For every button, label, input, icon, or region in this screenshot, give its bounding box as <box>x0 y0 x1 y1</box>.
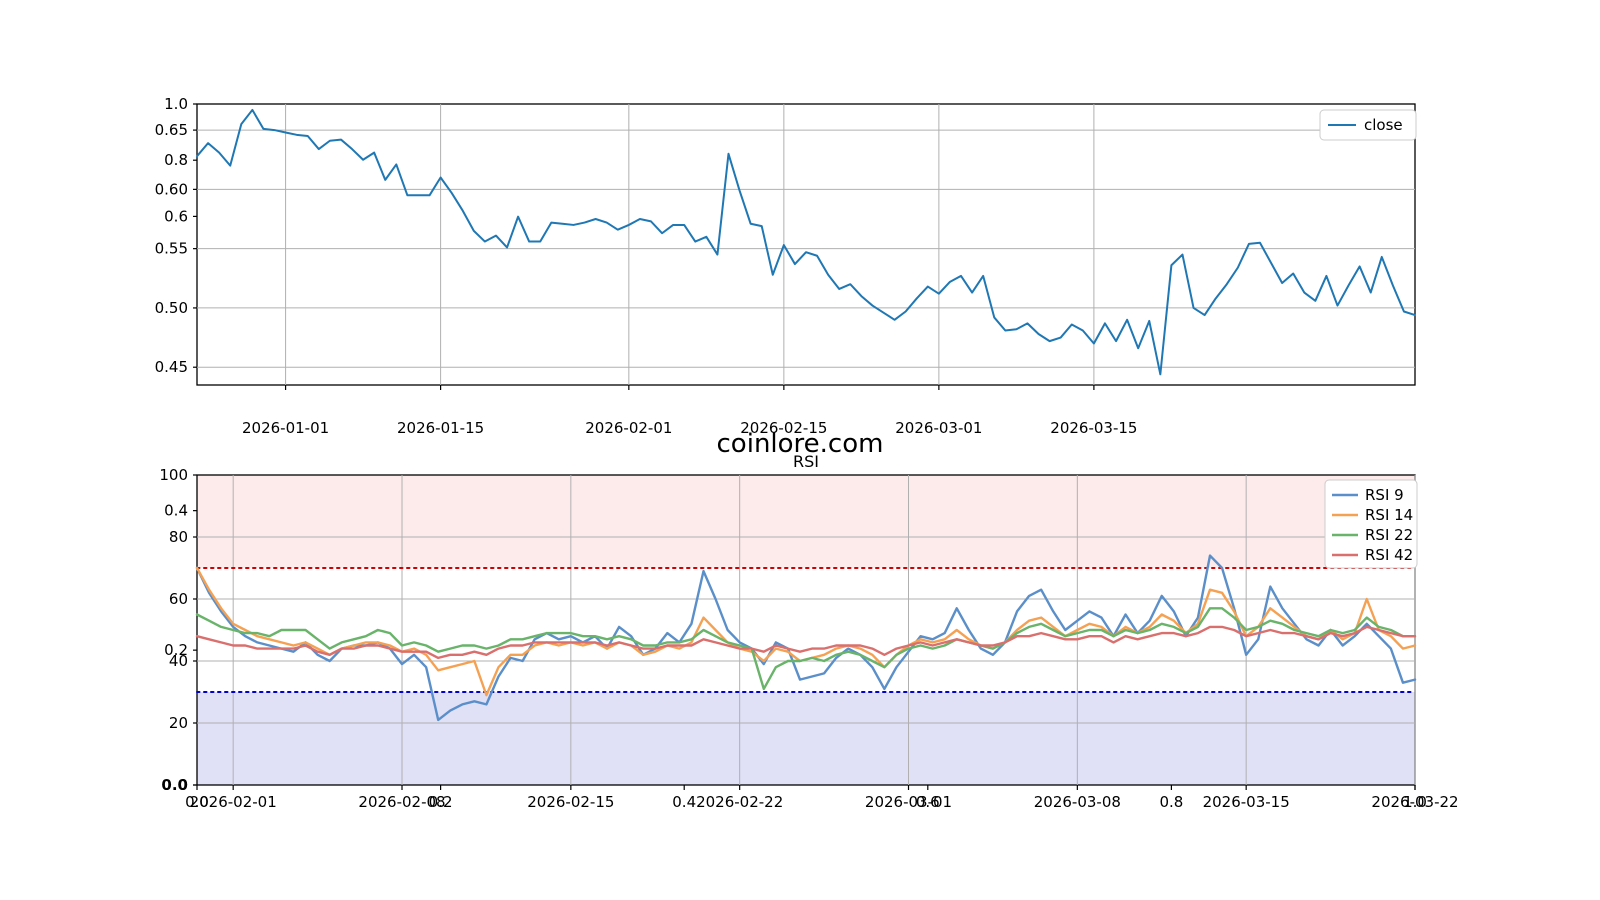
price-overlay-ytick-label-1: 0.8 <box>164 151 188 169</box>
price-xtick-label-4: 2026-03-01 <box>895 419 982 437</box>
rsi-overlay-xtick-label-4: 0.8 <box>1159 793 1183 811</box>
price-overlay-ytick-label-0: 1.0 <box>164 95 188 113</box>
rsi-line-rsi-22 <box>195 607 1417 691</box>
price-xtick-label-3: 2026-02-15 <box>740 419 827 437</box>
price-ytick-label-2: 0.55 <box>155 240 188 258</box>
rsi-overlay-ytick-label-2: 0.0 <box>161 776 188 794</box>
price-ytick-label-4: 0.45 <box>155 358 188 376</box>
rsi-overlay-xtick-label-2: 0.4 <box>672 793 696 811</box>
rsi-ytick-label-3: 40 <box>169 652 188 670</box>
price-plot-frame <box>196 103 1416 386</box>
rsi-overlay-ytick-label-0: 0.4 <box>164 502 188 520</box>
price-xtick-label-5: 2026-03-15 <box>1050 419 1137 437</box>
rsi-xtick-label-0: 2026-02-01 <box>190 793 277 811</box>
price-xtick-label-0: 2026-01-01 <box>242 419 329 437</box>
rsi-panel-title: RSI <box>793 452 819 471</box>
rsi-overlay-xtick-label-5: 1.0 <box>1403 793 1427 811</box>
rsi-overlay-ytick-label-1: 0.2 <box>164 641 188 659</box>
watermark: coinlore.com <box>717 429 884 459</box>
rsi-ytick-label-5: 0 <box>178 776 188 794</box>
rsi-xtick-label-6: 2026-03-15 <box>1203 793 1290 811</box>
rsi-ytick-label-2: 60 <box>169 590 188 608</box>
price-legend-box <box>1319 109 1417 141</box>
price-ytick-label-0: 0.65 <box>155 121 188 139</box>
rsi-legend-label-rsi-14: RSI 14 <box>1365 506 1413 524</box>
rsi-legend-label-rsi-22: RSI 22 <box>1365 526 1413 544</box>
rsi-xtick-label-4: 2026-03-01 <box>865 793 952 811</box>
price-close-line <box>196 108 1416 376</box>
rsi-xtick-label-7: 2026-03-22 <box>1371 793 1458 811</box>
rsi-ytick-label-0: 100 <box>159 466 188 484</box>
price-ytick-label-1: 0.60 <box>155 180 188 198</box>
rsi-overlay-xtick-label-3: 0.6 <box>916 793 940 811</box>
price-legend-label-close: close <box>1364 116 1403 134</box>
rsi-legend-box <box>1324 479 1418 569</box>
price-xtick-label-1: 2026-01-15 <box>397 419 484 437</box>
rsi-legend-label-rsi-9: RSI 9 <box>1365 486 1404 504</box>
rsi-xtick-label-5: 2026-03-08 <box>1034 793 1121 811</box>
rsi-overlay-xtick-label-0: 0.0 <box>185 793 209 811</box>
rsi-ytick-label-1: 80 <box>169 528 188 546</box>
rsi-xtick-label-3: 2026-02-22 <box>696 793 783 811</box>
rsi-oversold-band <box>197 692 1415 785</box>
price-overlay-ytick-label-2: 0.6 <box>164 207 188 225</box>
rsi-ytick-label-4: 20 <box>169 714 188 732</box>
price-xtick-label-2: 2026-02-01 <box>585 419 672 437</box>
rsi-overbought-band <box>197 475 1415 568</box>
rsi-overlay-xtick-label-1: 0.2 <box>429 793 453 811</box>
price-ytick-label-3: 0.50 <box>155 299 188 317</box>
rsi-line-rsi-42 <box>195 625 1417 660</box>
rsi-line-rsi-9 <box>195 554 1417 722</box>
rsi-xtick-label-2: 2026-02-15 <box>527 793 614 811</box>
rsi-legend-label-rsi-42: RSI 42 <box>1365 546 1413 564</box>
rsi-xtick-label-1: 2026-02-08 <box>358 793 445 811</box>
